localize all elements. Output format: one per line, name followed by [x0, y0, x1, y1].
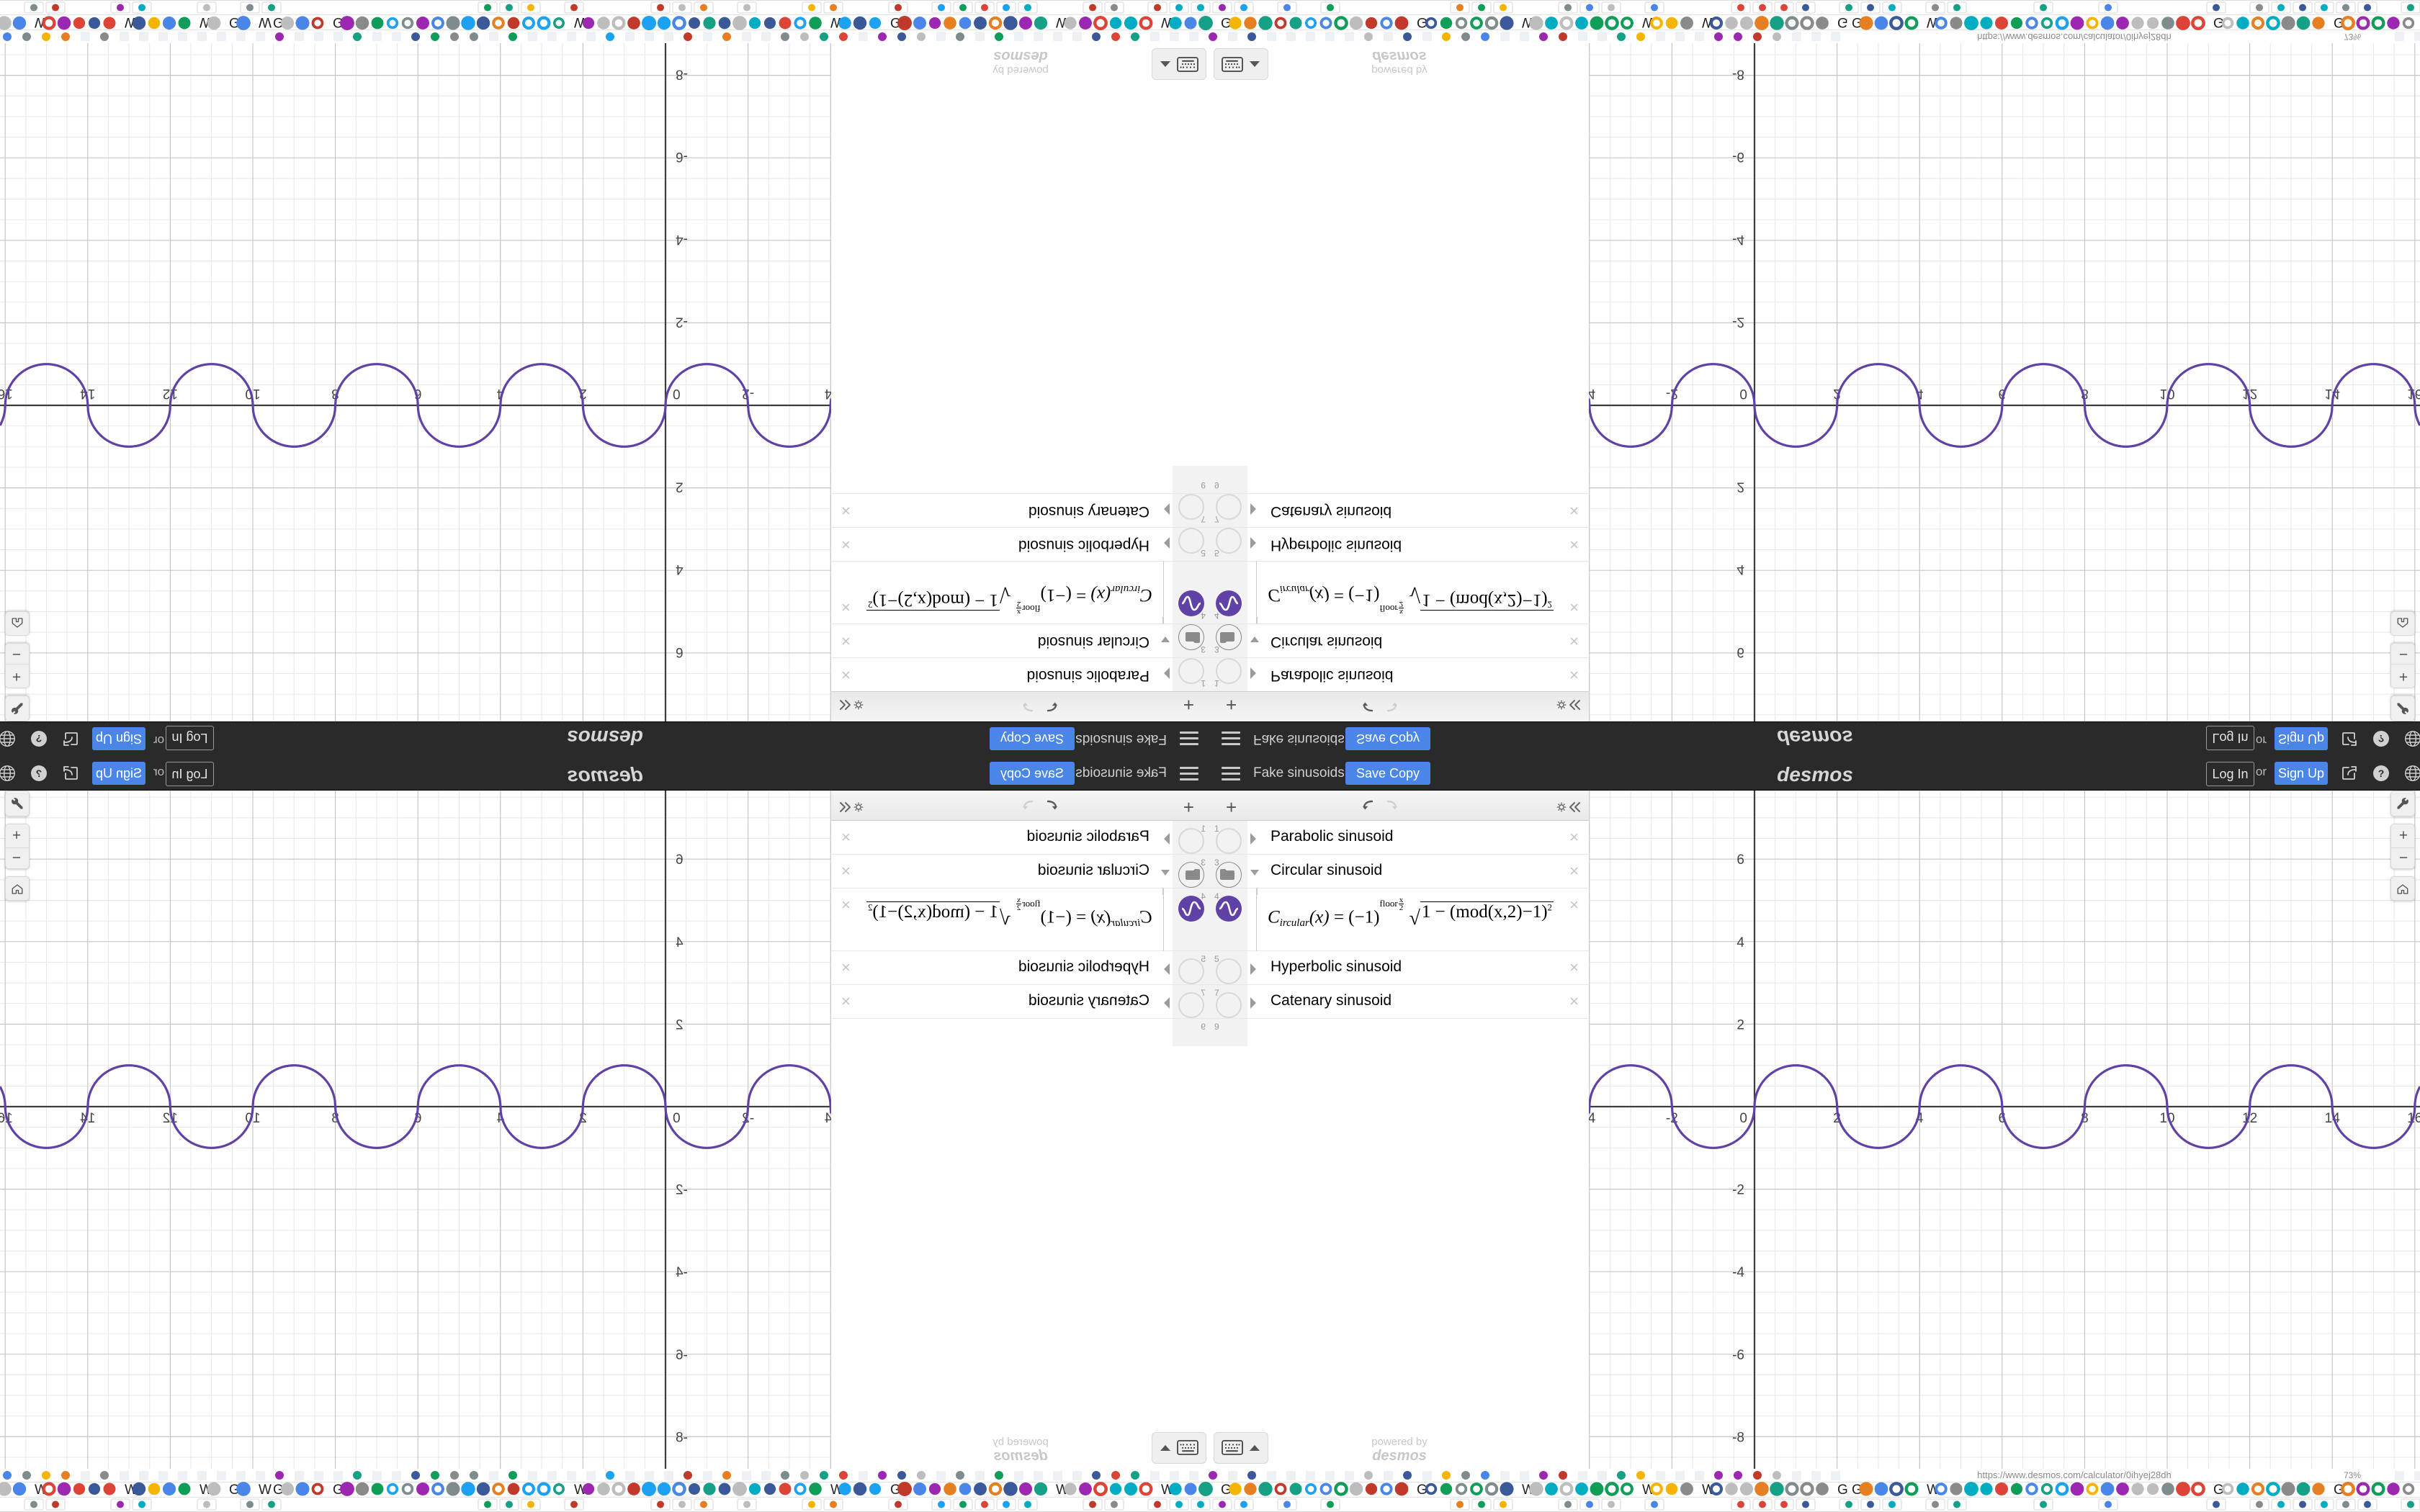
svg-text:G: G — [1837, 14, 1848, 30]
svg-text:2: 2 — [1736, 480, 1744, 495]
svg-text:-8: -8 — [1732, 1430, 1744, 1445]
svg-text:-6: -6 — [676, 1348, 688, 1363]
svg-text:0: 0 — [1739, 386, 1747, 401]
svg-text:73%: 73% — [2344, 32, 2361, 42]
svg-text:-2: -2 — [1732, 314, 1744, 329]
svg-text:-6: -6 — [676, 149, 688, 164]
svg-text:2: 2 — [1736, 1017, 1744, 1032]
svg-text:?: ? — [36, 733, 42, 744]
svg-text:6: 6 — [676, 644, 684, 660]
svg-text:-6: -6 — [1732, 1348, 1744, 1363]
svg-text:73%: 73% — [2344, 1470, 2361, 1480]
svg-text:?: ? — [2378, 733, 2385, 744]
svg-text:4: 4 — [1736, 562, 1744, 577]
svg-text:-4: -4 — [676, 232, 688, 247]
svg-text:0: 0 — [1739, 1111, 1747, 1126]
svg-text:6: 6 — [676, 852, 684, 868]
svg-text:G: G — [1837, 1482, 1848, 1498]
svg-text:-2: -2 — [676, 1183, 688, 1198]
svg-text:-2: -2 — [676, 314, 688, 329]
svg-text:-4: -4 — [1732, 1265, 1744, 1280]
svg-text:4: 4 — [1736, 935, 1744, 950]
svg-text:-8: -8 — [676, 1430, 688, 1445]
svg-text:W: W — [259, 14, 272, 30]
svg-text:6: 6 — [1736, 644, 1744, 660]
svg-text:?: ? — [36, 768, 42, 779]
svg-text:4: 4 — [676, 935, 684, 950]
svg-text:?: ? — [2378, 768, 2385, 779]
svg-text:https://www.desmos.com/calcula: https://www.desmos.com/calculator/0ihyej… — [1977, 1470, 2172, 1480]
svg-text:-8: -8 — [676, 67, 688, 82]
svg-text:0: 0 — [673, 386, 681, 401]
svg-text:https://www.desmos.com/calcula: https://www.desmos.com/calculator/0ihyej… — [1977, 32, 2172, 42]
svg-text:-6: -6 — [1732, 149, 1744, 164]
svg-text:W: W — [259, 1482, 272, 1498]
svg-text:6: 6 — [1736, 852, 1744, 868]
svg-text:4: 4 — [676, 562, 684, 577]
svg-text:2: 2 — [676, 480, 684, 495]
svg-text:-4: -4 — [676, 1265, 688, 1280]
svg-text:0: 0 — [673, 1111, 681, 1126]
svg-text:-8: -8 — [1732, 67, 1744, 82]
svg-text:-4: -4 — [1732, 232, 1744, 247]
svg-text:-2: -2 — [1732, 1183, 1744, 1198]
svg-text:2: 2 — [676, 1017, 684, 1032]
